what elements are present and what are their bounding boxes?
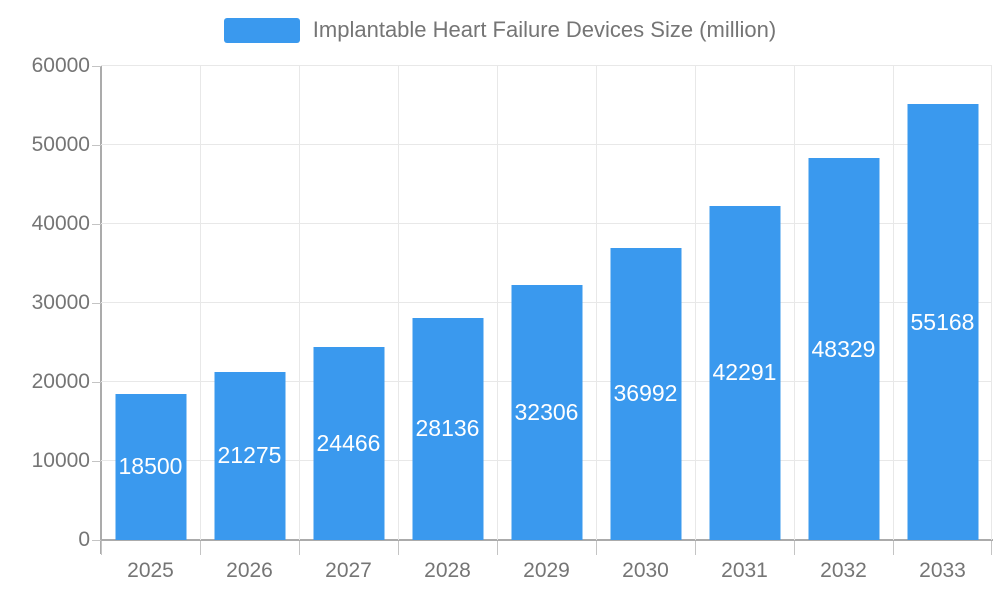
category-slot: 36992 (596, 66, 695, 540)
x-axis-label: 2033 (919, 559, 966, 582)
legend-swatch (223, 17, 300, 43)
bar[interactable]: 24466 (313, 346, 384, 540)
x-axis-label: 2025 (127, 559, 174, 582)
category-slot: 24466 (299, 66, 398, 540)
bar-value-label: 28136 (415, 415, 480, 442)
x-axis-label: 2026 (226, 559, 273, 582)
y-axis-label: 0 (78, 528, 90, 551)
v-gridline (200, 66, 201, 540)
x-tick (101, 541, 102, 555)
y-tick (92, 145, 101, 146)
legend-item[interactable]: Implantable Heart Failure Devices Size (… (0, 17, 1000, 43)
plot-area: 18500 21275 24466 28136 32306 36992 42291 48329… (101, 65, 992, 540)
v-gridline (596, 66, 597, 540)
bar[interactable]: 42291 (709, 205, 780, 540)
category-slot: 32306 (497, 66, 596, 540)
category-slot: 18500 (101, 66, 200, 540)
v-gridline (794, 66, 795, 540)
h-gridline (101, 65, 992, 66)
x-tick (200, 541, 201, 555)
category-slot: 48329 (794, 66, 893, 540)
bar-value-label: 55168 (910, 308, 975, 335)
h-gridline (101, 144, 992, 145)
v-gridline (398, 66, 399, 540)
bar-value-label: 21275 (217, 442, 282, 469)
bar-value-label: 42291 (712, 359, 777, 386)
y-axis-label: 50000 (31, 133, 90, 156)
bar[interactable]: 21275 (214, 371, 285, 540)
bar-value-label: 36992 (613, 380, 678, 407)
bar[interactable]: 32306 (511, 284, 582, 540)
v-gridline (893, 66, 894, 540)
x-tick (398, 541, 399, 555)
x-tick (794, 541, 795, 555)
v-gridline (299, 66, 300, 540)
y-tick (92, 461, 101, 462)
y-tick (92, 540, 101, 541)
x-axis-label: 2030 (622, 559, 669, 582)
category-slot: 42291 (695, 66, 794, 540)
x-axis-label: 2028 (424, 559, 471, 582)
y-tick (92, 303, 101, 304)
category-slot: 21275 (200, 66, 299, 540)
v-gridline (497, 66, 498, 540)
y-tick (92, 382, 101, 383)
bar[interactable]: 48329 (808, 158, 879, 540)
y-axis-label: 10000 (31, 449, 90, 472)
x-axis-label: 2027 (325, 559, 372, 582)
y-axis-label: 20000 (31, 370, 90, 393)
bar[interactable]: 55168 (907, 104, 978, 540)
y-axis-label: 40000 (31, 212, 90, 235)
y-axis-label: 60000 (31, 54, 90, 77)
category-slot: 55168 (893, 66, 992, 540)
y-axis-label: 30000 (31, 291, 90, 314)
h-gridline (101, 223, 992, 224)
x-axis-label: 2032 (820, 559, 867, 582)
x-axis-label: 2031 (721, 559, 768, 582)
bar-value-label: 18500 (118, 453, 183, 480)
category-slot: 28136 (398, 66, 497, 540)
bar[interactable]: 28136 (412, 317, 483, 540)
x-tick (299, 541, 300, 555)
bar-value-label: 48329 (811, 335, 876, 362)
x-tick (991, 541, 992, 555)
bar[interactable]: 18500 (115, 393, 186, 540)
x-tick (695, 541, 696, 555)
x-tick (893, 541, 894, 555)
y-axis-line (100, 66, 102, 554)
x-axis-label: 2029 (523, 559, 570, 582)
bar-value-label: 24466 (316, 429, 381, 456)
v-gridline (991, 66, 992, 540)
x-tick (497, 541, 498, 555)
x-axis-line (101, 539, 993, 541)
y-tick (92, 66, 101, 67)
bar-value-label: 32306 (514, 398, 579, 425)
legend-label: Implantable Heart Failure Devices Size (… (312, 17, 777, 42)
bar[interactable]: 36992 (610, 247, 681, 540)
y-tick (92, 224, 101, 225)
v-gridline (695, 66, 696, 540)
x-tick (596, 541, 597, 555)
